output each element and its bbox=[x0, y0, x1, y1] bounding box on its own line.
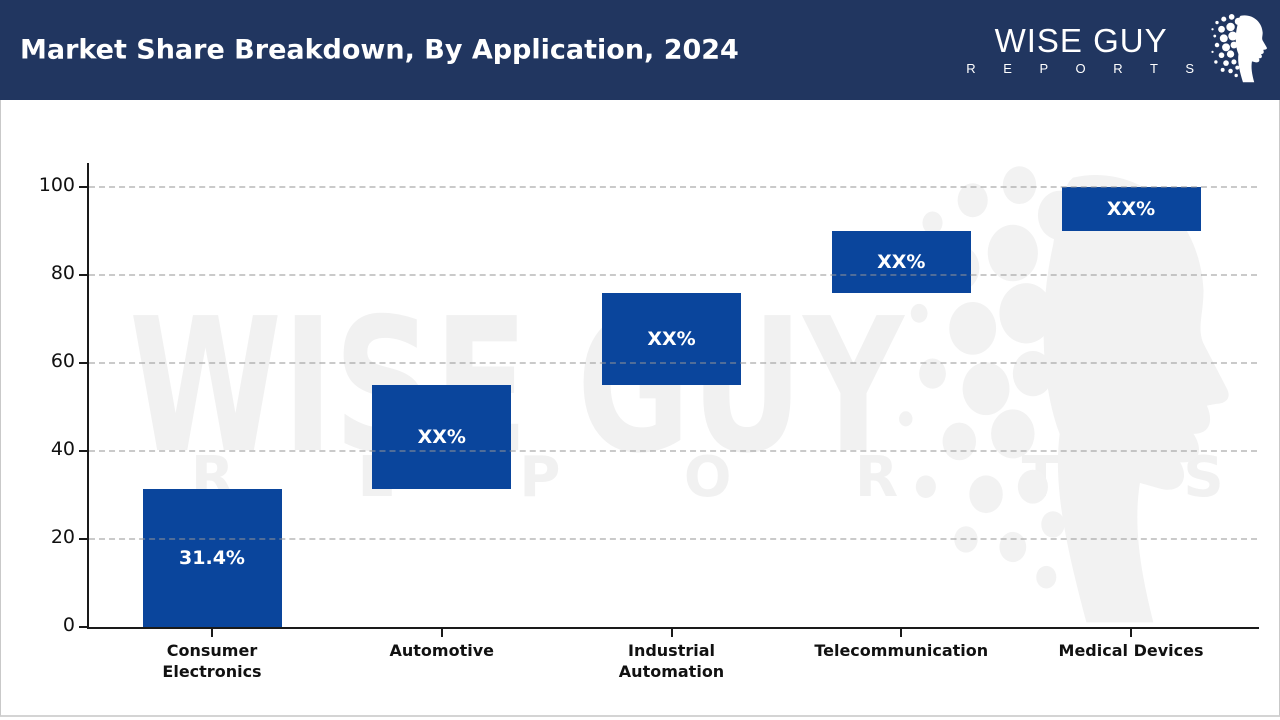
waterfall-bar: 31.4% bbox=[142, 488, 282, 627]
logo-subtitle: R E P O R T S bbox=[966, 61, 1206, 76]
logo-text: WISE GUY R E P O R T S bbox=[956, 22, 1206, 76]
watermark-wordmark: WISE GUY bbox=[129, 278, 904, 494]
gridline bbox=[89, 362, 1257, 364]
y-axis-tick bbox=[79, 538, 87, 540]
wise-guy-logo: WISE GUY R E P O R T S bbox=[956, 9, 1270, 89]
waterfall-bar: XX% bbox=[372, 385, 512, 489]
gridline bbox=[89, 538, 1257, 540]
x-axis-category-label-line: Industrial bbox=[627, 641, 715, 660]
waterfall-bar: XX% bbox=[602, 292, 741, 385]
bar-value-label: 31.4% bbox=[179, 546, 245, 569]
x-axis-category-label-line: Telecommunication bbox=[814, 641, 989, 660]
y-axis-tick bbox=[79, 626, 87, 628]
x-axis-category-label-line: Automation bbox=[618, 662, 725, 681]
logo-wordmark: WISE GUY bbox=[994, 22, 1168, 59]
x-axis-tick bbox=[211, 629, 213, 637]
y-axis-tick bbox=[79, 186, 87, 188]
chart-area: 31.4% XX% XX% XX% XX% 0 20 40 60 80 100 Consumer El… bbox=[1, 100, 1279, 715]
x-axis-category-label-line: Electronics bbox=[162, 662, 262, 681]
y-axis-tick bbox=[79, 274, 87, 276]
waterfall-bar: XX% bbox=[831, 231, 971, 293]
y-axis-line bbox=[87, 163, 89, 629]
x-axis-tick bbox=[670, 629, 673, 637]
y-axis-tick-label: 40 bbox=[50, 438, 75, 460]
y-axis-tick-label: 20 bbox=[50, 526, 75, 548]
page-title: Market Share Breakdown, By Application, … bbox=[20, 34, 739, 66]
y-axis-tick-label: 60 bbox=[50, 350, 75, 372]
x-axis-tick bbox=[900, 629, 903, 637]
waterfall-bar: XX% bbox=[1061, 187, 1201, 231]
x-axis-tick bbox=[1130, 629, 1132, 637]
bar-value-label: XX% bbox=[1106, 198, 1156, 220]
x-axis-category-label: Automotive bbox=[327, 640, 557, 661]
x-axis-category-label-line: Automotive bbox=[389, 641, 495, 660]
x-axis-category-label: Telecommunication bbox=[786, 640, 1016, 661]
y-axis-tick bbox=[79, 362, 87, 364]
y-axis-tick-label: 100 bbox=[38, 174, 75, 196]
x-axis-tick bbox=[440, 629, 443, 637]
y-axis-tick-label: 80 bbox=[50, 262, 75, 284]
gridline bbox=[89, 450, 1257, 452]
gridline bbox=[89, 186, 1257, 188]
x-axis-category-label-line: Medical Devices bbox=[1058, 641, 1204, 660]
y-axis-tick bbox=[79, 450, 87, 452]
watermark-subtitle: R E P O R T S bbox=[191, 445, 1276, 510]
x-axis-category-label: Industrial Automation bbox=[557, 640, 787, 682]
x-axis-category-label: Consumer Electronics bbox=[97, 640, 327, 682]
logo-head-icon bbox=[1211, 14, 1267, 83]
bar-value-label: XX% bbox=[877, 250, 926, 273]
x-axis-line bbox=[87, 627, 1259, 629]
gridline bbox=[89, 274, 1257, 276]
x-axis-category-label: Medical Devices bbox=[1016, 640, 1246, 661]
header-bar: Market Share Breakdown, By Application, … bbox=[0, 0, 1280, 100]
x-axis-category-label-line: Consumer bbox=[166, 641, 258, 660]
bar-value-label: XX% bbox=[647, 327, 696, 350]
y-axis-tick-label: 0 bbox=[62, 614, 75, 636]
chart-canvas: WISE GUY R E P O R T S 31.4% XX% XX% XX% XX%… bbox=[0, 100, 1280, 717]
bar-value-label: XX% bbox=[417, 425, 466, 448]
